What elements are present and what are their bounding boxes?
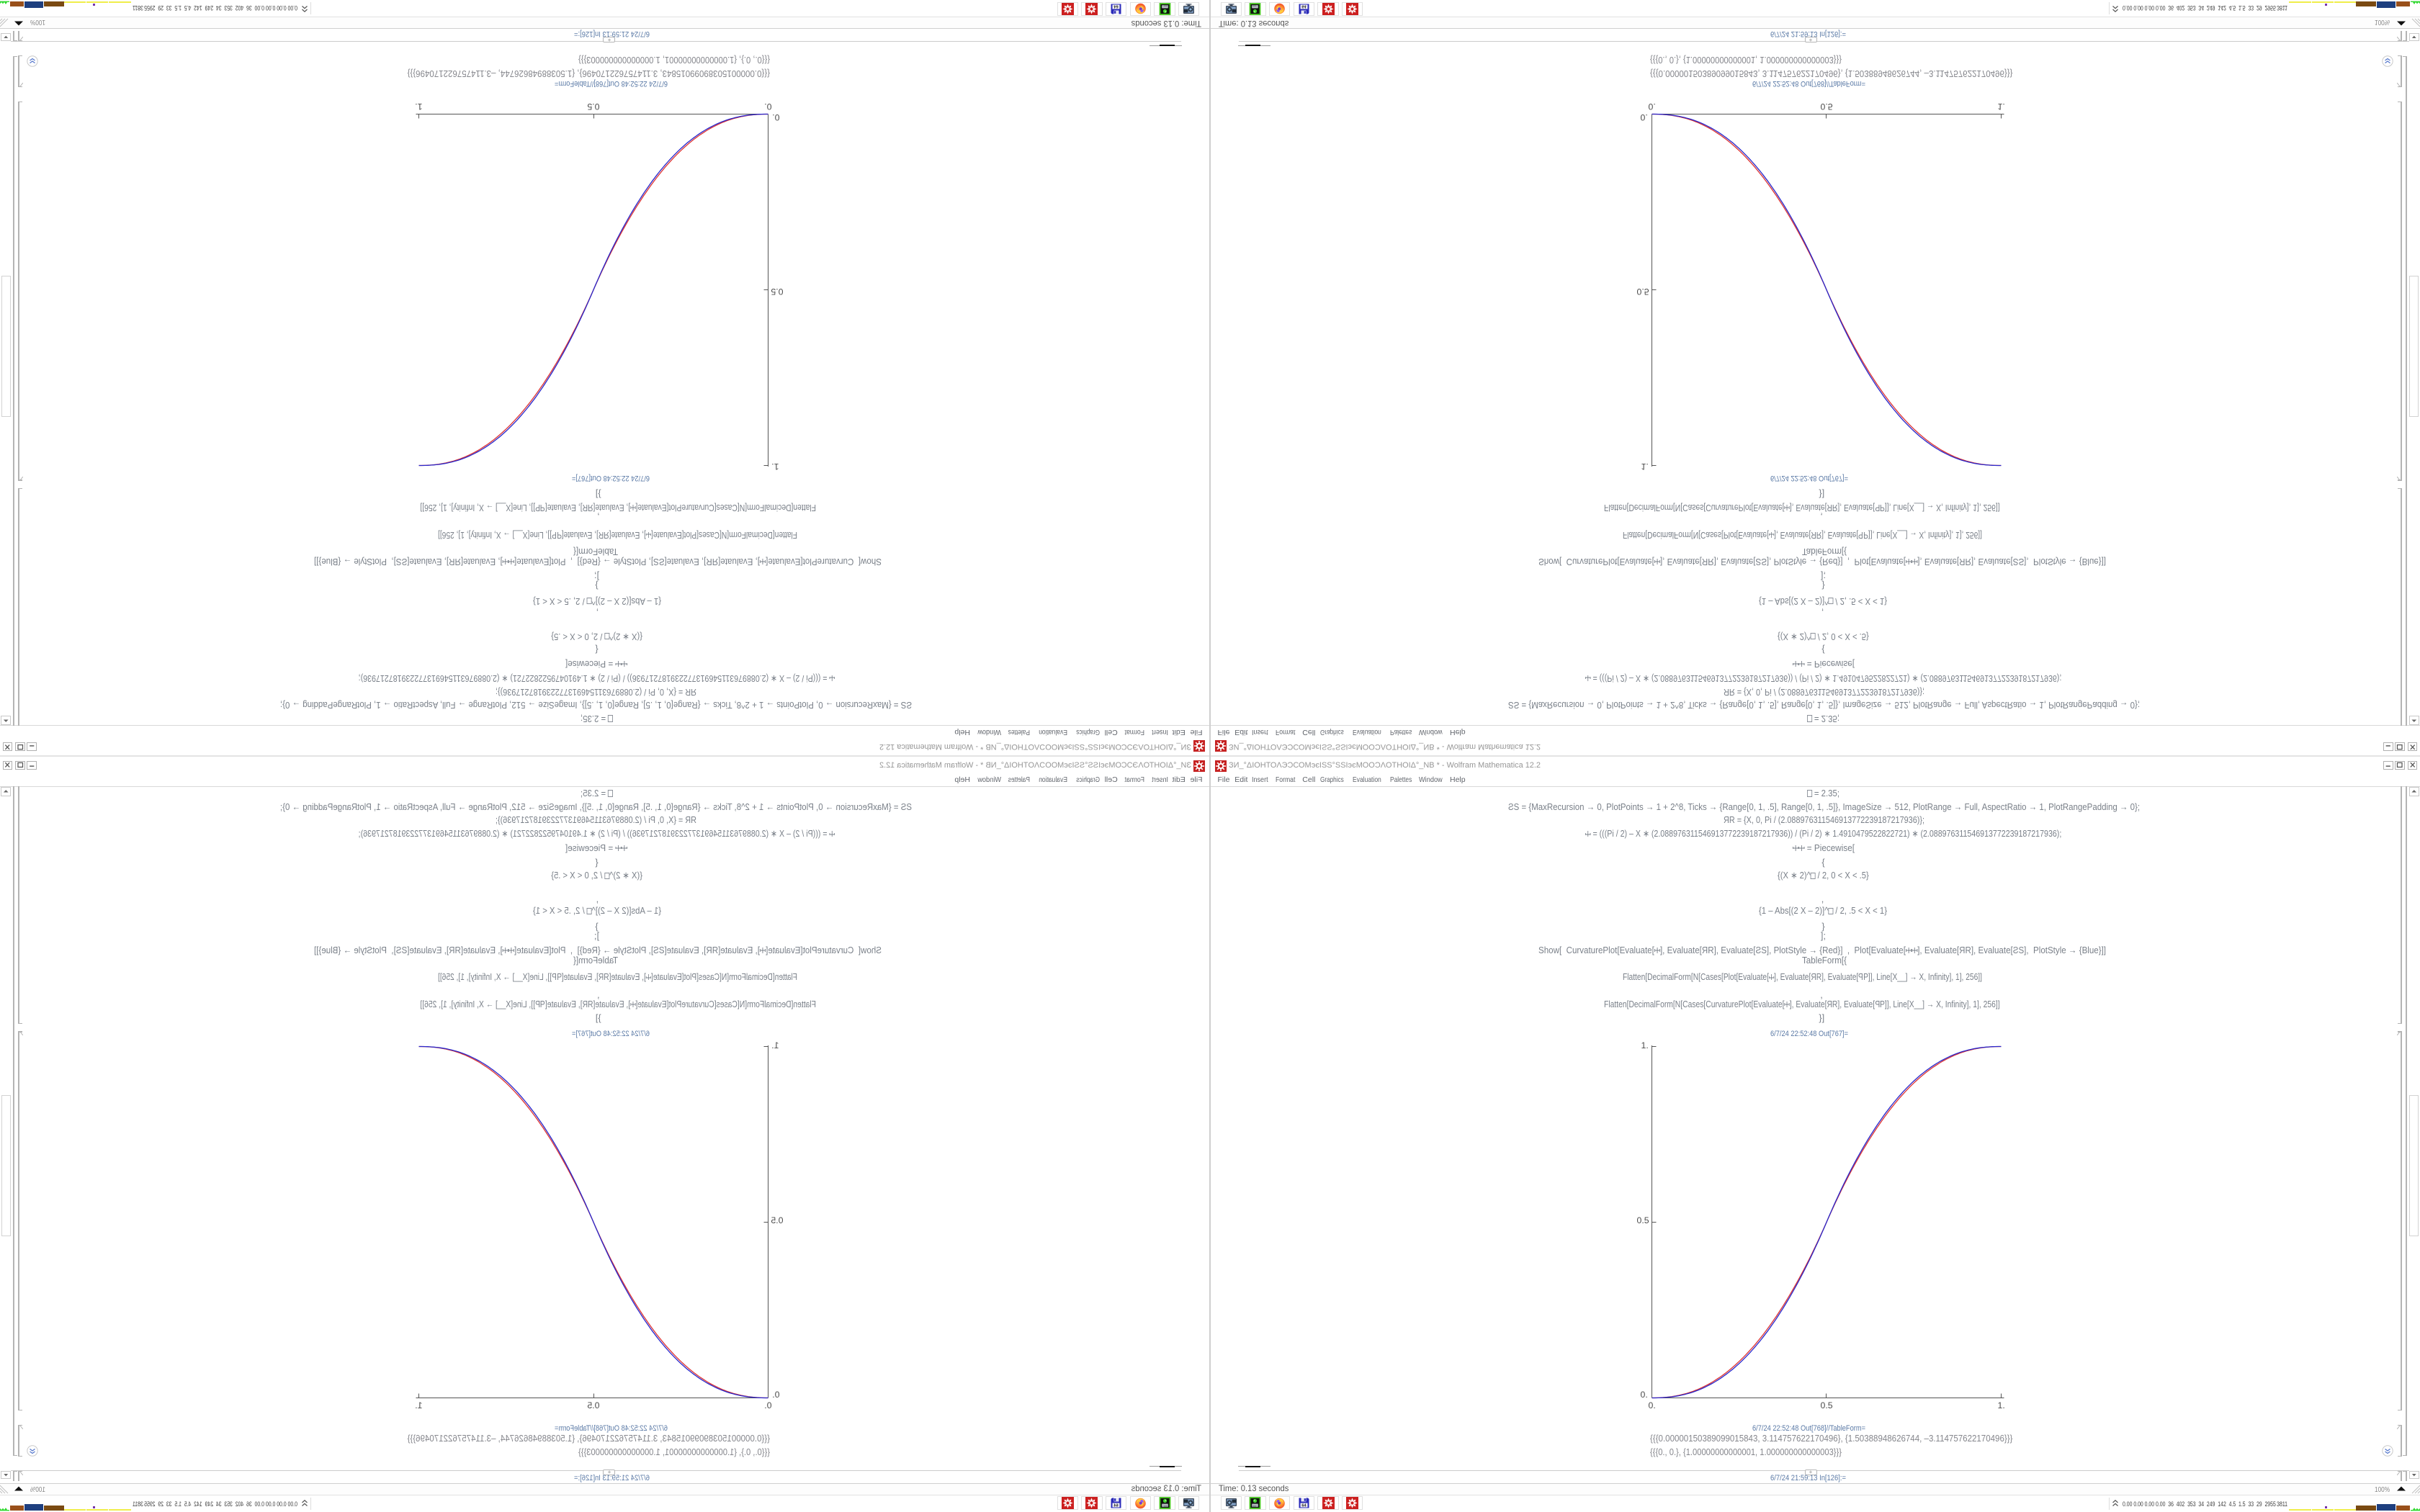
svg-text:64: 64 <box>1301 1503 1307 1508</box>
svg-text:64: 64 <box>1113 1503 1119 1508</box>
svg-text:64: 64 <box>1113 4 1119 9</box>
svg-text:64: 64 <box>1301 4 1307 9</box>
